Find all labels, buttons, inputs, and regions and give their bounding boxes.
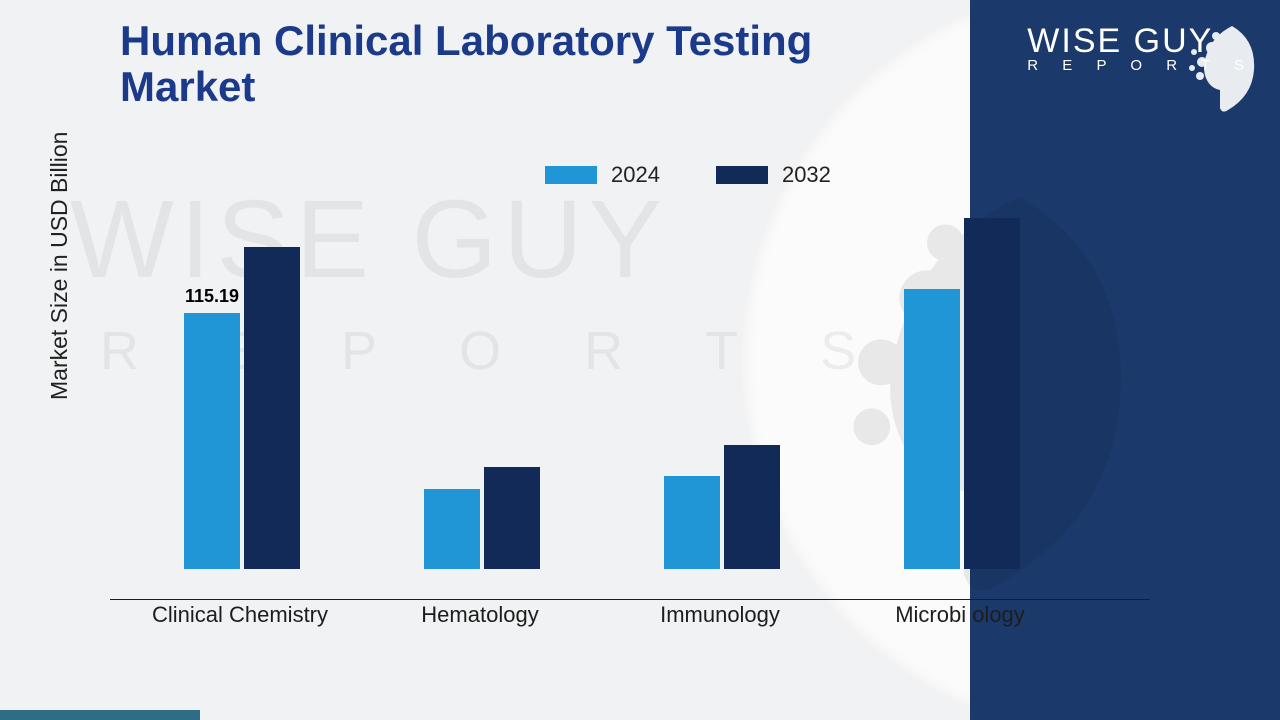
bar-2024 xyxy=(424,489,480,569)
legend-item-2032: 2032 xyxy=(716,162,831,188)
page-title: Human Clinical Laboratory Testing Market xyxy=(120,18,840,110)
legend-item-2024: 2024 xyxy=(545,162,660,188)
bar-2032 xyxy=(964,218,1020,569)
brand-head-icon xyxy=(1172,18,1262,118)
bar-2032 xyxy=(724,445,780,569)
x-axis-category-label: Hematology xyxy=(380,602,580,627)
footer-accent-bar xyxy=(0,710,200,720)
y-axis-label: Market Size in USD Billion xyxy=(46,132,73,400)
legend-swatch-2024 xyxy=(545,166,597,184)
x-axis-category-label: Immunology xyxy=(620,602,820,627)
x-axis-category-label: Clinical Chemistry xyxy=(140,602,340,627)
legend-label-2032: 2032 xyxy=(782,162,831,188)
bar-value-label: 115.19 xyxy=(185,286,239,307)
bar-2024 xyxy=(904,289,960,569)
bar-2032 xyxy=(484,467,540,569)
legend: 2024 2032 xyxy=(545,162,831,188)
x-axis-category-label: Microbi ology xyxy=(860,602,1060,627)
bar-2024 xyxy=(184,313,240,569)
x-axis-line xyxy=(110,599,1150,600)
plot-area: 115.19 xyxy=(110,200,1150,600)
legend-label-2024: 2024 xyxy=(611,162,660,188)
legend-swatch-2032 xyxy=(716,166,768,184)
bar-2032 xyxy=(244,247,300,569)
chart-canvas: WISE GUY R E P O R T S Human Clinical La… xyxy=(0,0,1280,720)
bar-2024 xyxy=(664,476,720,569)
bar-chart: 115.19 Clinical Chemistry Hematology Immun… xyxy=(110,200,1150,630)
